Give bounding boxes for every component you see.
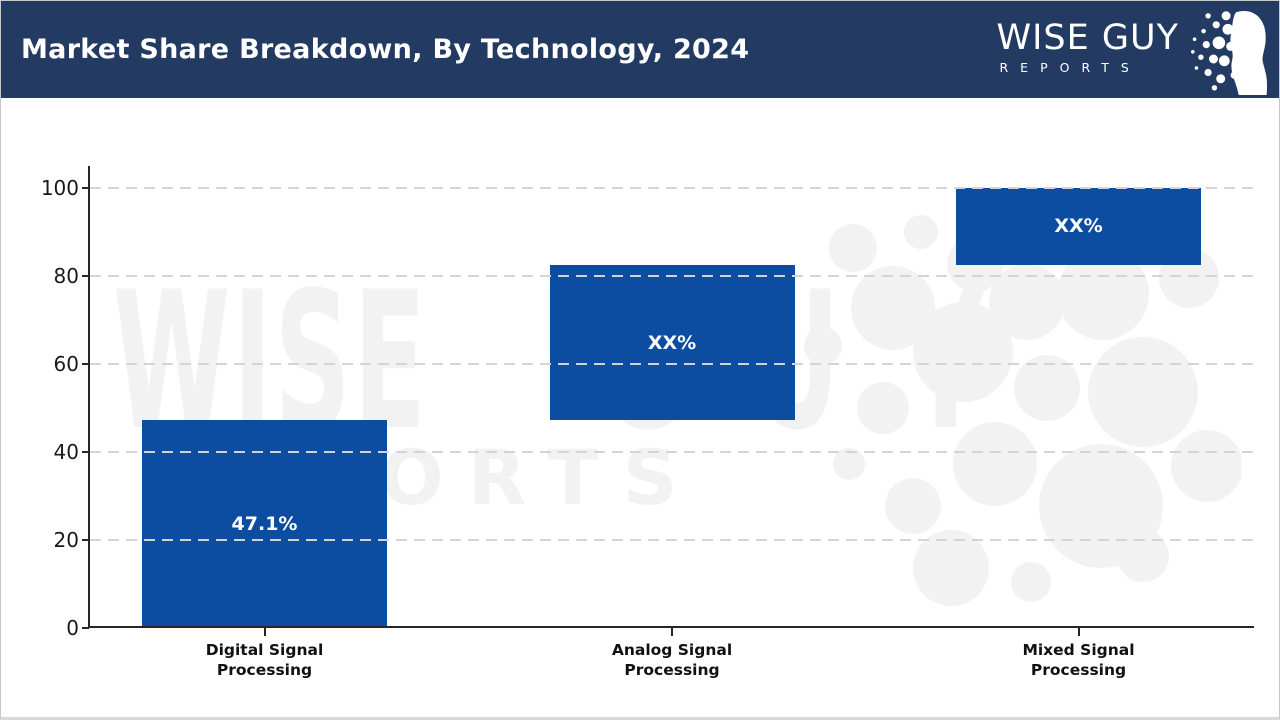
y-axis-line [88,166,90,628]
x-axis-line [88,626,1254,628]
wise-guy-logo: WISE GUY REPORTS [996,18,1179,76]
x-tick-mark [671,628,673,636]
y-tick-label: 80 [53,263,79,288]
wise-guy-head-icon [1191,10,1268,95]
y-tick-mark [82,362,89,365]
x-tick-mark [263,628,266,636]
x-tick-mark [1077,628,1080,636]
bar-segment: XX% [549,264,795,421]
header-bar: Market Share Breakdown, By Technology, 2… [1,1,1279,98]
x-category-label: Mixed Signal Processing [1022,641,1135,680]
gridline [90,362,1254,365]
y-tick-mark [82,186,89,189]
y-tick-label: 0 [66,615,79,640]
y-tick-mark [82,450,89,453]
gridline [90,186,1254,189]
bar-value-label: XX% [1054,215,1103,238]
gridline [90,274,1254,277]
bar-segment: 47.1% [142,420,387,628]
y-tick-mark [82,538,89,541]
y-tick-label: 100 [40,175,79,200]
gridline [90,538,1254,541]
y-tick-label: 20 [53,527,79,552]
x-category-label: Analog Signal Processing [611,641,733,680]
gridline [90,450,1254,453]
x-category-label: Digital Signal Processing [205,641,324,680]
y-tick-label: 40 [53,439,79,464]
logo-subtitle: REPORTS [999,60,1141,75]
bar-value-label: XX% [647,331,697,354]
bar-value-label: 47.1% [231,512,298,535]
y-tick-mark [82,626,89,629]
y-tick-label: 60 [53,351,79,376]
y-tick-mark [82,274,89,277]
bar-segment: XX% [956,187,1201,265]
chart-title: Market Share Breakdown, By Technology, 2… [21,34,750,65]
logo-wordmark: WISE GUY [996,18,1179,58]
